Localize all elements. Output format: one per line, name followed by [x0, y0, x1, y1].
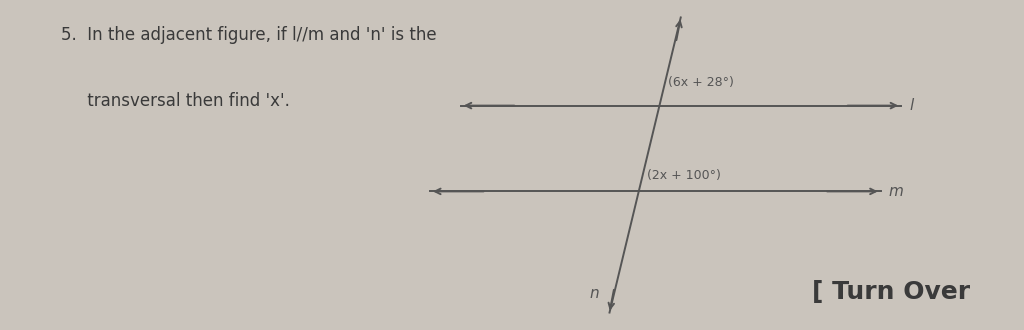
Text: (2x + 100°): (2x + 100°) [647, 169, 721, 182]
Text: l: l [909, 98, 913, 113]
Text: n: n [589, 286, 599, 301]
Text: m: m [889, 184, 904, 199]
Text: 5.  In the adjacent figure, if l//m and 'n' is the: 5. In the adjacent figure, if l//m and '… [61, 26, 437, 45]
Text: [ Turn Over: [ Turn Over [812, 280, 970, 304]
Text: (6x + 28°): (6x + 28°) [668, 76, 733, 89]
Text: transversal then find 'x'.: transversal then find 'x'. [61, 92, 291, 111]
